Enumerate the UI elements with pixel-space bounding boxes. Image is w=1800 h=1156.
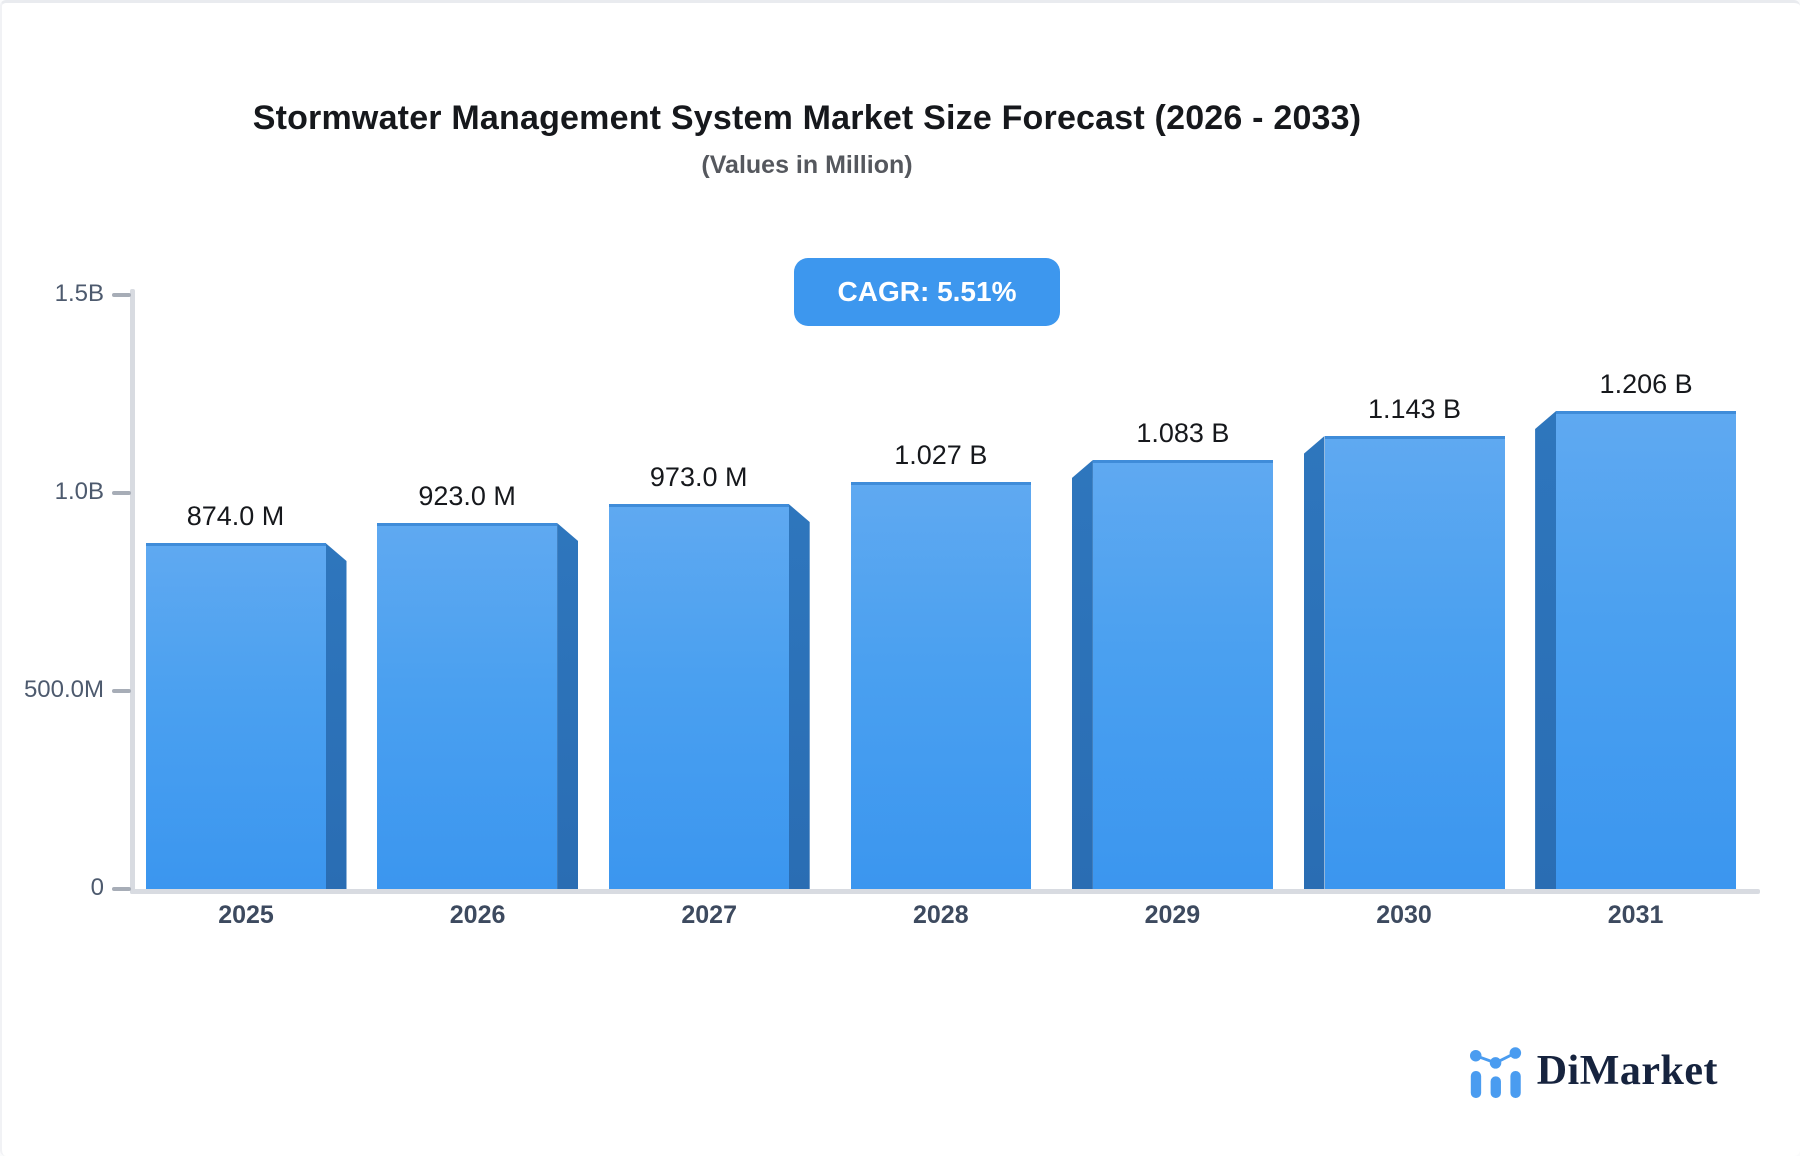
y-tick-label: 500.0M xyxy=(23,676,104,703)
cagr-badge: CAGR: 5.51% xyxy=(794,258,1060,326)
y-tick-label: 1.0B xyxy=(54,478,104,505)
bar-2025[interactable] xyxy=(145,543,326,889)
bar-chart: 1.5B 1.0B 500.0M 0 874.0 M 2025 923.0 M 2026 973… xyxy=(2,3,1800,1156)
bar-2028[interactable] xyxy=(850,482,1031,889)
bar-group-2028 xyxy=(850,482,1031,889)
brand-logo: DiMarket xyxy=(1467,1035,1718,1107)
bar-3d-side xyxy=(788,504,810,889)
brand-name: DiMarket xyxy=(1536,1048,1718,1094)
y-axis-line xyxy=(130,289,135,894)
x-axis-line xyxy=(130,889,1760,894)
bar-2026[interactable] xyxy=(377,523,558,889)
bar-3d-side xyxy=(325,543,347,889)
cagr-badge-label: CAGR: 5.51% xyxy=(837,276,1017,307)
y-tick-mark xyxy=(112,887,131,891)
x-tick-label: 2026 xyxy=(449,901,506,929)
y-tick-label: 0 xyxy=(90,874,104,901)
bar-2031[interactable] xyxy=(1556,411,1737,889)
y-tick-mark xyxy=(112,689,131,693)
bar-3d-side xyxy=(557,523,579,889)
bar-value-label: 874.0 M xyxy=(186,501,285,531)
bar-group-2029 xyxy=(1071,460,1273,889)
chart-subtitle: (Values in Million) xyxy=(701,151,913,179)
bar-value-label: 1.206 B xyxy=(1599,369,1693,399)
bar-3d-side xyxy=(1535,411,1557,889)
x-tick-label: 2025 xyxy=(218,901,274,929)
x-tick-label: 2030 xyxy=(1376,901,1432,929)
bar-3d-side xyxy=(1071,460,1093,889)
bar-2029[interactable] xyxy=(1092,460,1273,889)
bar-group-2031 xyxy=(1535,411,1737,889)
bar-2027[interactable] xyxy=(608,504,789,889)
bar-value-label: 1.143 B xyxy=(1367,394,1462,424)
bar-2030[interactable] xyxy=(1324,436,1505,889)
y-tick-mark xyxy=(112,293,131,297)
bar-value-label: 1.027 B xyxy=(894,440,988,470)
bar-value-label: 923.0 M xyxy=(418,481,516,511)
bar-group-2030 xyxy=(1303,436,1505,889)
x-tick-label: 2027 xyxy=(681,901,737,929)
bar-value-label: 973.0 M xyxy=(649,462,748,492)
y-tick-label: 1.5B xyxy=(54,280,104,307)
bar-3d-side xyxy=(1303,436,1325,889)
bar-group-2027 xyxy=(608,504,810,889)
x-tick-label: 2031 xyxy=(1607,901,1664,929)
bar-group-2025 xyxy=(145,543,347,889)
x-tick-label: 2029 xyxy=(1144,901,1201,929)
chart-title: Stormwater Management System Market Size… xyxy=(252,99,1362,137)
y-tick-mark xyxy=(112,491,131,495)
bar-value-label: 1.083 B xyxy=(1136,418,1230,448)
bar-group-2026 xyxy=(377,523,579,889)
x-tick-label: 2028 xyxy=(912,901,969,929)
bar-line-chart-icon xyxy=(1469,1047,1521,1098)
